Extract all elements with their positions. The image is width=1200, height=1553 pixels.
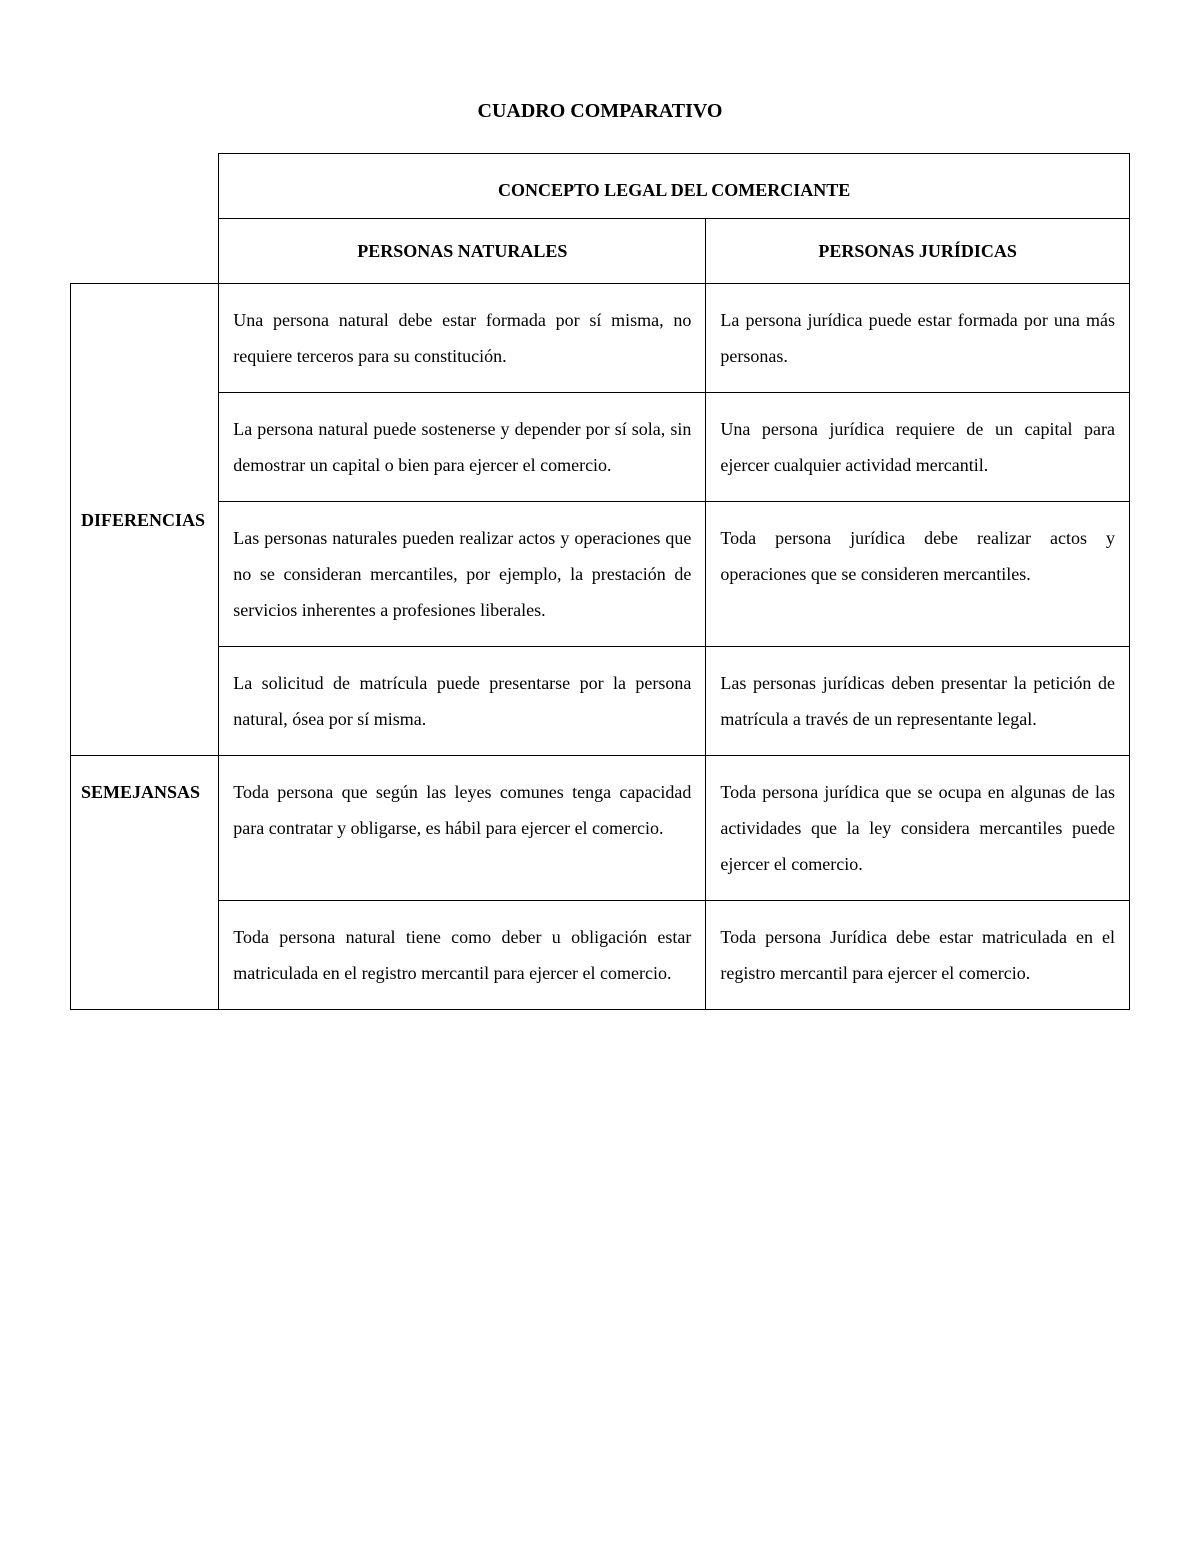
cell-naturales: Una persona natural debe estar formada p… — [219, 284, 706, 393]
cell-naturales: Toda persona que según las leyes comunes… — [219, 756, 706, 901]
cell-juridicas: Las personas jurídicas deben presentar l… — [706, 647, 1130, 756]
cell-naturales: Toda persona natural tiene como deber u … — [219, 901, 706, 1010]
table-row: SEMEJANSAS Toda persona que según las le… — [71, 756, 1130, 901]
cell-juridicas: Toda persona jurídica que se ocupa en al… — [706, 756, 1130, 901]
concept-header: CONCEPTO LEGAL DEL COMERCIANTE — [219, 154, 1130, 219]
table-row: PERSONAS NATURALES PERSONAS JURÍDICAS — [71, 219, 1130, 284]
section-label-diferencias: DIFERENCIAS — [71, 284, 219, 756]
table-row: La solicitud de matrícula puede presenta… — [71, 647, 1130, 756]
cell-juridicas: Toda persona Jurídica debe estar matricu… — [706, 901, 1130, 1010]
blank-corner-cell — [71, 154, 219, 219]
cell-naturales: La solicitud de matrícula puede presenta… — [219, 647, 706, 756]
column-header-naturales: PERSONAS NATURALES — [219, 219, 706, 284]
cell-juridicas: Una persona jurídica requiere de un capi… — [706, 393, 1130, 502]
comparison-table: CONCEPTO LEGAL DEL COMERCIANTE PERSONAS … — [70, 153, 1130, 1010]
table-row: DIFERENCIAS Una persona natural debe est… — [71, 284, 1130, 393]
cell-naturales: La persona natural puede sostenerse y de… — [219, 393, 706, 502]
blank-corner-cell — [71, 219, 219, 284]
table-row: Las personas naturales pueden realizar a… — [71, 502, 1130, 647]
column-header-juridicas: PERSONAS JURÍDICAS — [706, 219, 1130, 284]
section-label-semejanzas: SEMEJANSAS — [71, 756, 219, 1010]
cell-juridicas: La persona jurídica puede estar formada … — [706, 284, 1130, 393]
table-row: La persona natural puede sostenerse y de… — [71, 393, 1130, 502]
table-row: CONCEPTO LEGAL DEL COMERCIANTE — [71, 154, 1130, 219]
table-row: Toda persona natural tiene como deber u … — [71, 901, 1130, 1010]
page-title: CUADRO COMPARATIVO — [70, 100, 1130, 123]
cell-juridicas: Toda persona jurídica debe realizar acto… — [706, 502, 1130, 647]
cell-naturales: Las personas naturales pueden realizar a… — [219, 502, 706, 647]
